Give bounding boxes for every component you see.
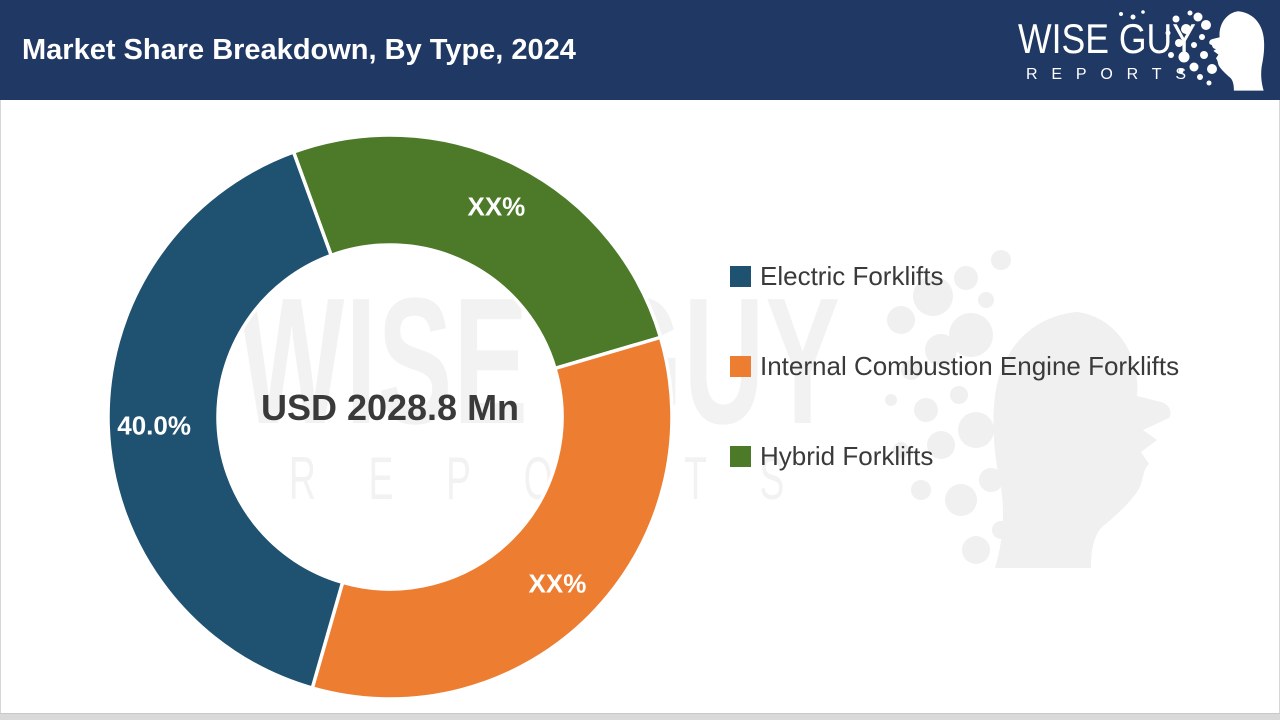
legend-item-internal-combustion-engine-forklifts: Internal Combustion Engine Forklifts [730,350,1180,381]
legend-item-hybrid-forklifts: Hybrid Forklifts [730,440,1179,471]
chart-area: WISE GUY REPORTS XX%XX%40.0% USD 2028.8 … [0,100,1280,713]
slice-label-internal-combustion-engine-forklifts: XX% [529,569,587,599]
donut-chart: XX% XX% 40.0% [106,133,674,701]
legend-label: Internal Combustion Engine Forklifts [760,350,1180,381]
legend-label: Hybrid Forklifts [760,440,934,471]
logo-subtitle: REPORTS [1026,66,1186,83]
logo-face-icon [1119,10,1265,91]
legend-swatch-blue [730,265,751,287]
slice-label-hybrid-forklifts: XX% [468,192,526,222]
chart-legend: Electric Forklifts Internal Combustion E… [730,260,1180,533]
background-watermark-subtitle: REPORTS [289,444,837,513]
donut-slice-electric-forklifts [106,150,345,690]
donut-center-value: USD 2028.8 Mn [260,387,520,428]
donut-slice-internal-combustion-engine-forklifts [310,335,674,701]
page-title: Market Share Breakdown, By Type, 2024 [22,33,576,66]
legend-swatch-green [730,445,751,467]
logo-wordmark: WISE GUY [1018,15,1196,62]
wise-guy-logo: WISE GUY REPORTS [1018,10,1265,91]
legend-swatch-orange [730,355,751,377]
donut-slice-hybrid-forklifts [291,133,663,371]
slice-label-electric-forklifts: 40.0% [117,411,191,441]
legend-item-electric-forklifts: Electric Forklifts [730,260,1179,291]
footer-bar [0,713,1280,720]
header-bar: Market Share Breakdown, By Type, 2024 WI… [0,0,1280,100]
background-watermark-face [885,250,1171,568]
legend-label: Electric Forklifts [760,260,944,291]
